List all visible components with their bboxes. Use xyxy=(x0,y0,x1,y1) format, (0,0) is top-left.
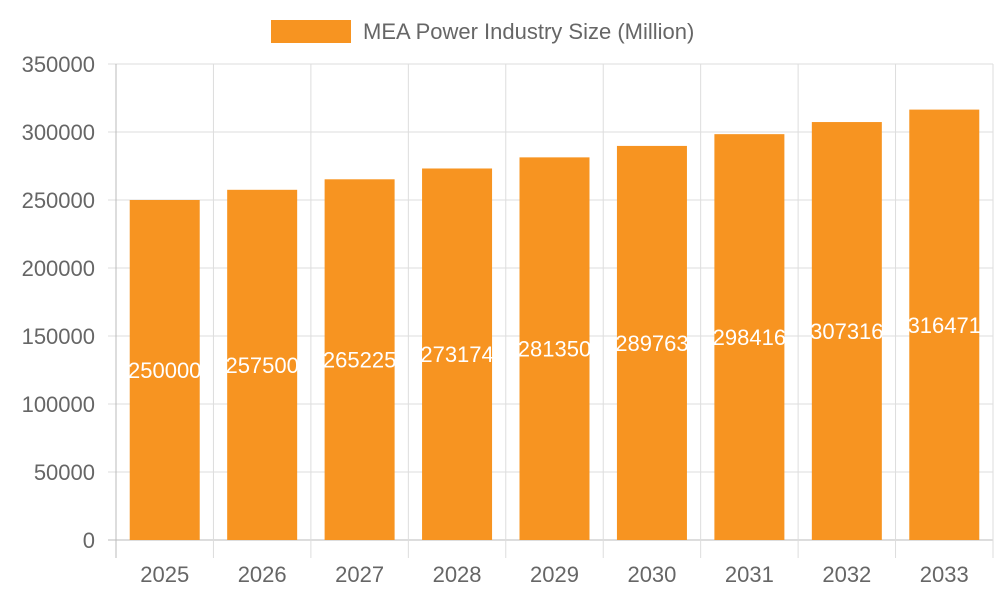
y-tick-label: 50000 xyxy=(34,460,95,485)
axes: 0 50000 100000 150000 200000 250000 300000 3500… xyxy=(22,52,969,587)
data-label: 298416 xyxy=(713,325,786,350)
bar xyxy=(909,109,980,541)
y-tick-label: 100000 xyxy=(22,392,95,417)
data-label: 273174 xyxy=(420,342,493,367)
x-tick-label: 2032 xyxy=(822,562,871,587)
bar xyxy=(227,189,298,541)
x-tick-label: 2026 xyxy=(238,562,287,587)
data-label: 316471 xyxy=(908,313,981,338)
data-label: 281350 xyxy=(518,337,591,362)
x-tick-label: 2030 xyxy=(627,562,676,587)
y-tick-label: 150000 xyxy=(22,324,95,349)
bar xyxy=(714,134,785,540)
data-label: 265225 xyxy=(323,348,396,373)
y-tick-label: 200000 xyxy=(22,256,95,281)
x-tick-label: 2033 xyxy=(920,562,969,587)
data-label: 289763 xyxy=(615,331,688,356)
x-tick-label: 2027 xyxy=(335,562,384,587)
y-tick-label: 0 xyxy=(83,528,95,553)
bar xyxy=(324,179,395,540)
data-label: 307316 xyxy=(810,319,883,344)
data-label: 257500 xyxy=(225,353,298,378)
y-tick-label: 350000 xyxy=(22,52,95,77)
bar xyxy=(811,122,882,541)
x-tick-label: 2029 xyxy=(530,562,579,587)
bar xyxy=(616,145,687,541)
legend[interactable]: MEA Power Industry Size (Million) xyxy=(271,19,694,44)
bar xyxy=(519,157,590,540)
bar xyxy=(422,168,493,541)
x-tick-label: 2031 xyxy=(725,562,774,587)
bar xyxy=(129,200,200,540)
x-tick-label: 2025 xyxy=(140,562,189,587)
y-tick-label: 250000 xyxy=(22,188,95,213)
bars: 250000 257500 265225 273174 281350 289763 2984… xyxy=(128,109,981,541)
y-tick-label: 300000 xyxy=(22,120,95,145)
x-tick-label: 2028 xyxy=(433,562,482,587)
legend-swatch xyxy=(271,20,351,43)
legend-label: MEA Power Industry Size (Million) xyxy=(363,19,694,44)
data-label: 250000 xyxy=(128,358,201,383)
